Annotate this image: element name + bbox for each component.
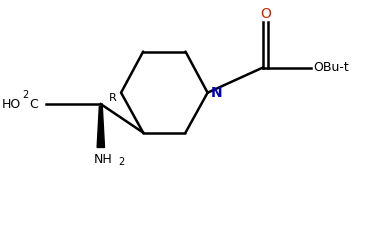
Text: R: R — [109, 93, 116, 103]
Text: OBu-t: OBu-t — [313, 61, 349, 74]
Text: 2: 2 — [23, 90, 29, 100]
Text: HO: HO — [1, 97, 21, 111]
Polygon shape — [97, 106, 105, 147]
Text: O: O — [260, 7, 271, 21]
Text: 2: 2 — [118, 157, 125, 167]
Text: NH: NH — [94, 153, 113, 166]
Text: C: C — [29, 97, 38, 111]
Text: N: N — [210, 86, 222, 100]
